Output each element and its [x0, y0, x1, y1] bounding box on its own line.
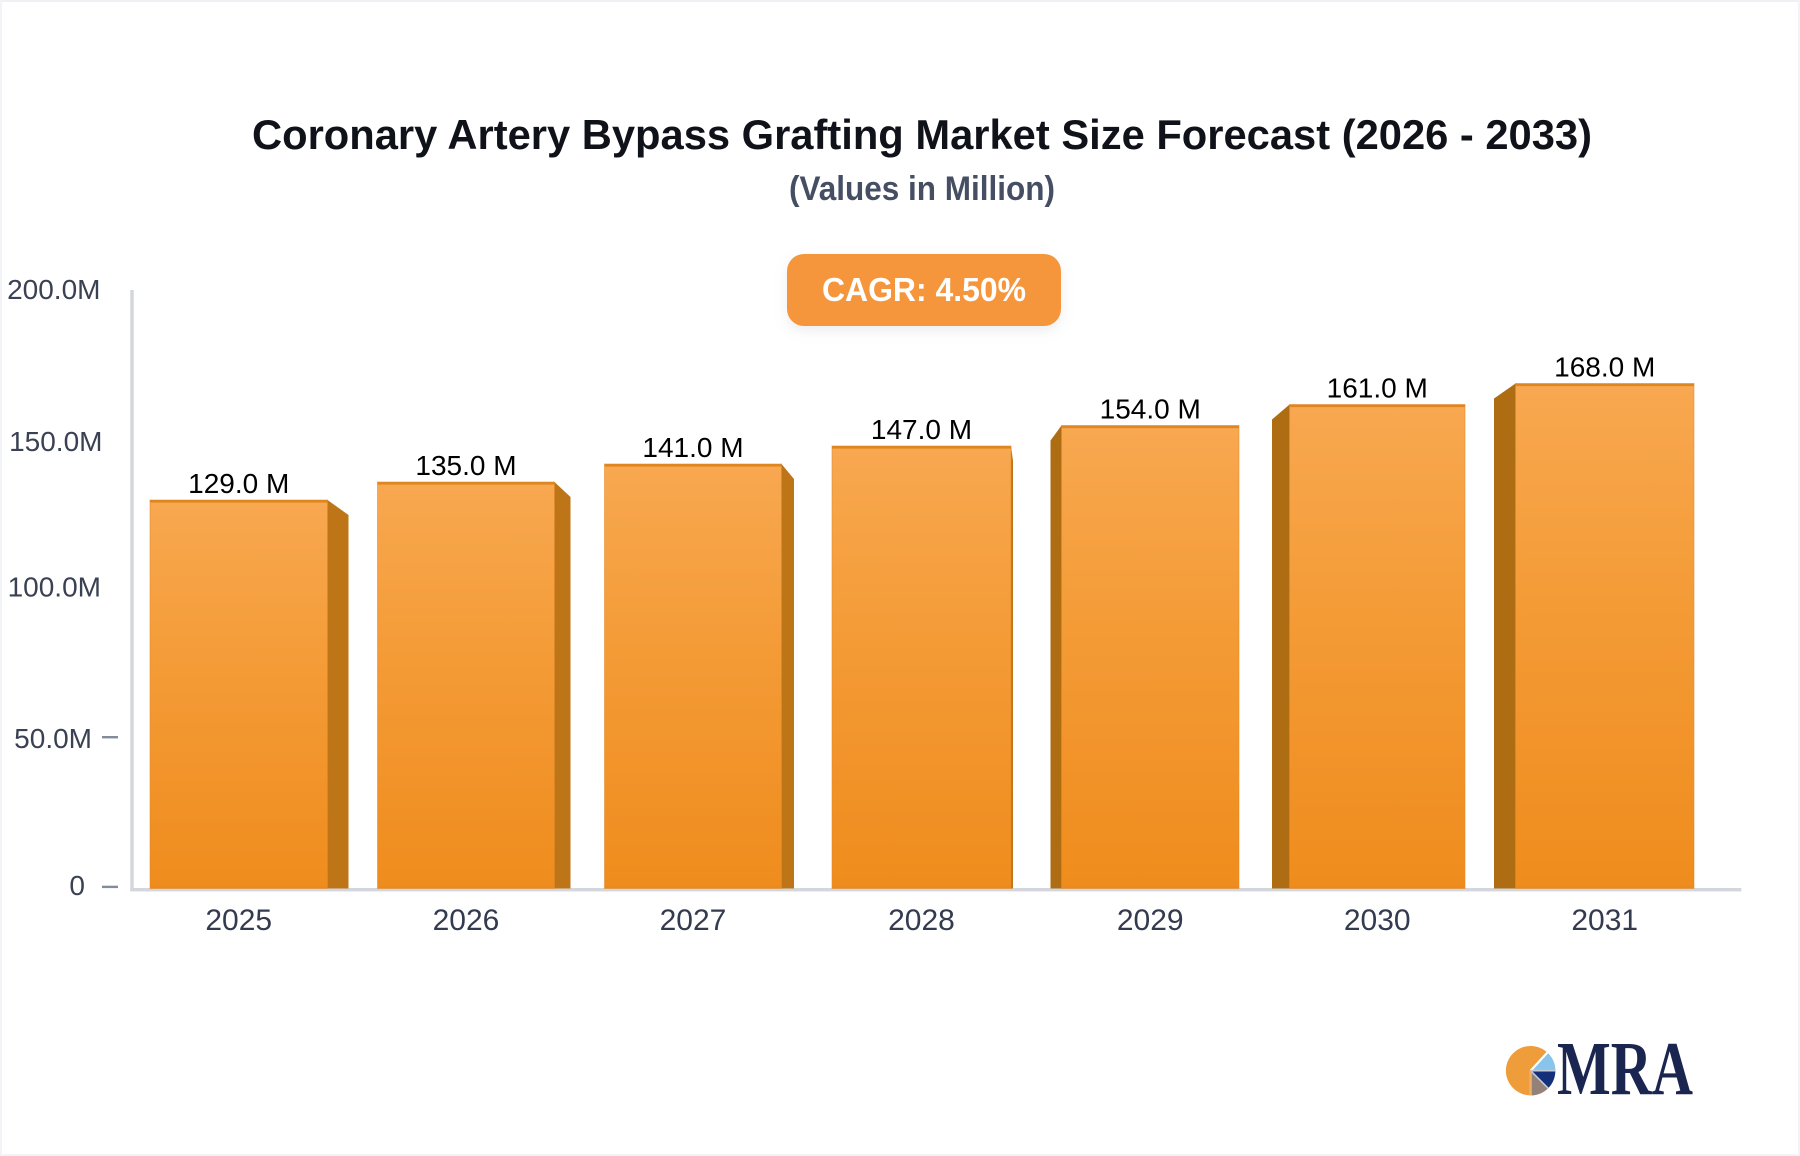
svg-text:2029: 2029: [1117, 904, 1184, 937]
svg-text:161.0 M: 161.0 M: [1327, 373, 1428, 404]
svg-text:150.0M: 150.0M: [9, 426, 102, 457]
svg-text:129.0 M: 129.0 M: [188, 468, 289, 499]
svg-text:147.0 M: 147.0 M: [871, 414, 972, 445]
svg-text:CAGR: 4.50%: CAGR: 4.50%: [822, 271, 1026, 308]
svg-text:2026: 2026: [433, 904, 500, 937]
svg-text:(Values in Million): (Values in Million): [789, 170, 1055, 208]
svg-text:168.0 M: 168.0 M: [1554, 352, 1655, 383]
svg-text:50.0M: 50.0M: [14, 723, 92, 754]
svg-text:0: 0: [69, 870, 85, 901]
svg-text:141.0 M: 141.0 M: [642, 432, 743, 463]
svg-text:Coronary Artery Bypass Graftin: Coronary Artery Bypass Grafting Market S…: [252, 111, 1592, 158]
svg-text:154.0 M: 154.0 M: [1100, 394, 1201, 425]
svg-text:2027: 2027: [660, 904, 727, 937]
svg-text:200.0M: 200.0M: [7, 274, 100, 305]
svg-text:2028: 2028: [888, 904, 955, 937]
svg-text:2030: 2030: [1344, 904, 1411, 937]
svg-text:2031: 2031: [1571, 904, 1638, 937]
svg-text:2025: 2025: [205, 904, 272, 937]
svg-text:100.0M: 100.0M: [8, 572, 101, 603]
svg-text:MRA: MRA: [1557, 1027, 1693, 1111]
svg-text:135.0 M: 135.0 M: [415, 450, 516, 481]
